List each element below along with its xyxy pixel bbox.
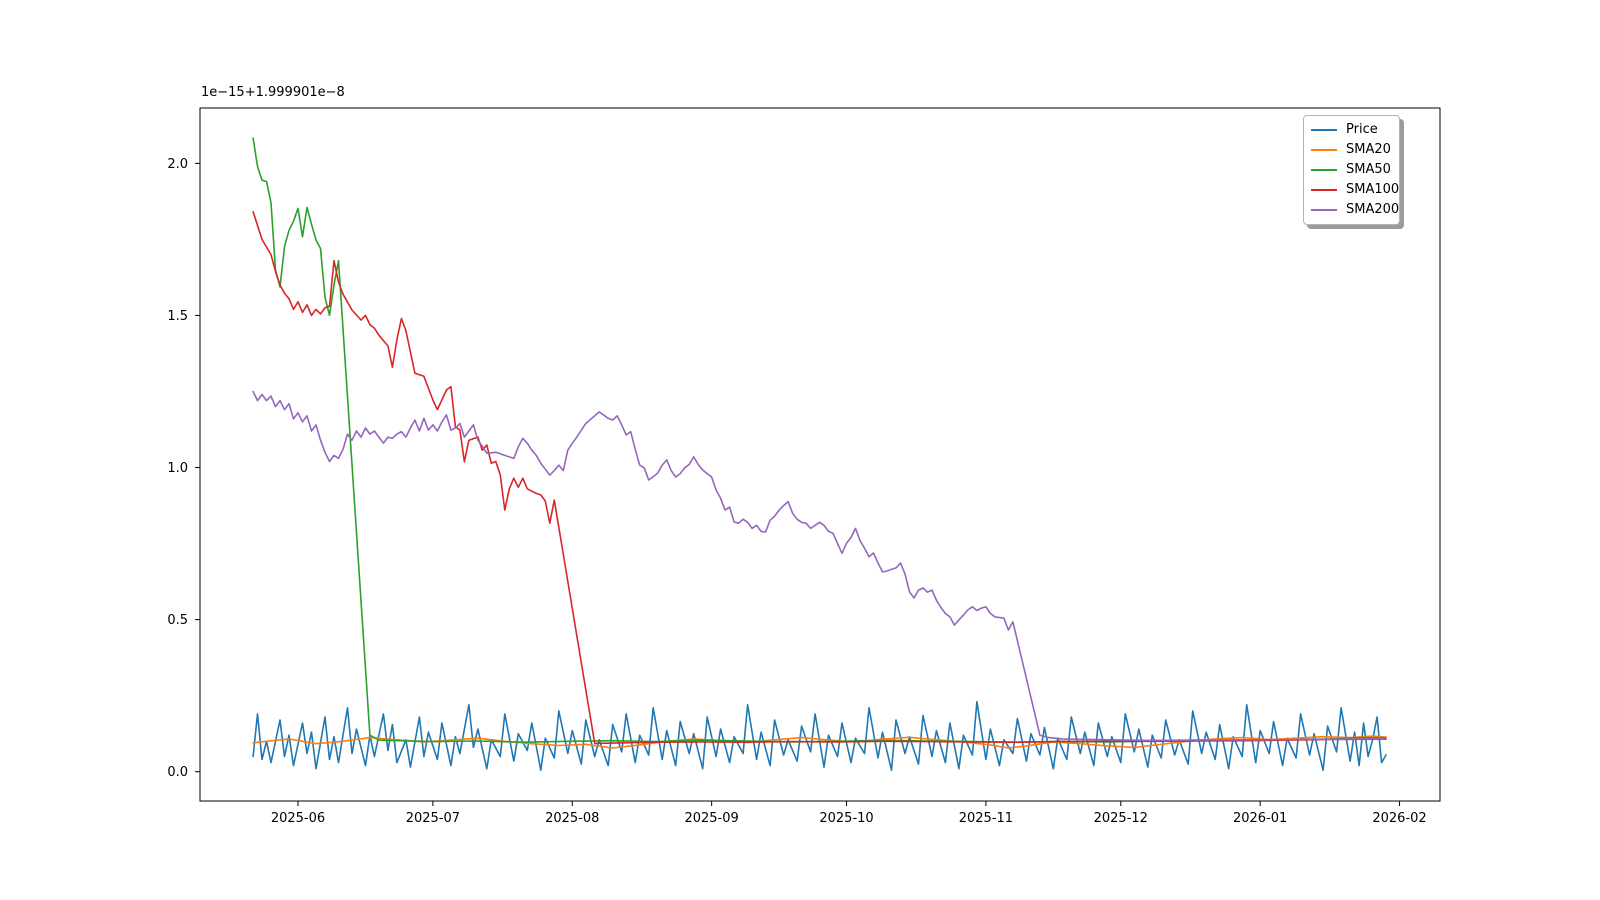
- legend-line-sample: [1311, 129, 1337, 131]
- x-axis-tick-label: 2025-11: [959, 811, 1013, 826]
- legend-label: SMA50: [1346, 162, 1391, 177]
- y-axis-tick-label: 0.0: [167, 765, 188, 780]
- x-axis-tick-label: 2026-01: [1233, 811, 1287, 826]
- series-line-sma200: [252, 390, 1387, 742]
- x-axis-tick-label: 2025-07: [406, 811, 460, 826]
- y-axis-offset-label: 1e−15+1.999901e−8: [201, 85, 345, 100]
- y-axis-tick-label: 1.0: [167, 461, 188, 476]
- y-axis-tick-label: 0.5: [167, 613, 188, 628]
- legend-label: SMA20: [1346, 142, 1391, 157]
- plot-border: [199, 107, 1441, 802]
- y-axis-tick-label: 1.5: [167, 309, 188, 324]
- x-axis-tick-label: 2025-06: [271, 811, 325, 826]
- legend-line-sample: [1311, 169, 1337, 171]
- legend-item: Price: [1311, 120, 1395, 140]
- legend-line-sample: [1311, 209, 1337, 211]
- legend-item: SMA100: [1311, 180, 1399, 200]
- legend-line-sample: [1311, 189, 1337, 191]
- legend-item: SMA200: [1311, 200, 1399, 220]
- legend: Price SMA20 SMA50 SMA100 SMA200: [1303, 115, 1400, 225]
- legend-item: SMA20: [1311, 140, 1395, 160]
- legend-line-sample: [1311, 149, 1337, 151]
- x-axis-tick-label: 2025-08: [545, 811, 599, 826]
- series-line-sma50: [252, 137, 1387, 744]
- series-line-sma100: [252, 210, 1387, 745]
- legend-item: SMA50: [1311, 160, 1395, 180]
- x-axis-tick-label: 2025-10: [819, 811, 873, 826]
- y-axis-tick-label: 2.0: [167, 157, 188, 172]
- legend-label: SMA100: [1346, 182, 1400, 197]
- x-axis-tick-label: 2025-12: [1094, 811, 1148, 826]
- series-line-price: [252, 700, 1387, 772]
- x-axis-tick-label: 2026-02: [1372, 811, 1426, 826]
- legend-label: Price: [1346, 122, 1378, 137]
- legend-label: SMA200: [1346, 202, 1400, 217]
- x-axis-tick-label: 2025-09: [684, 811, 738, 826]
